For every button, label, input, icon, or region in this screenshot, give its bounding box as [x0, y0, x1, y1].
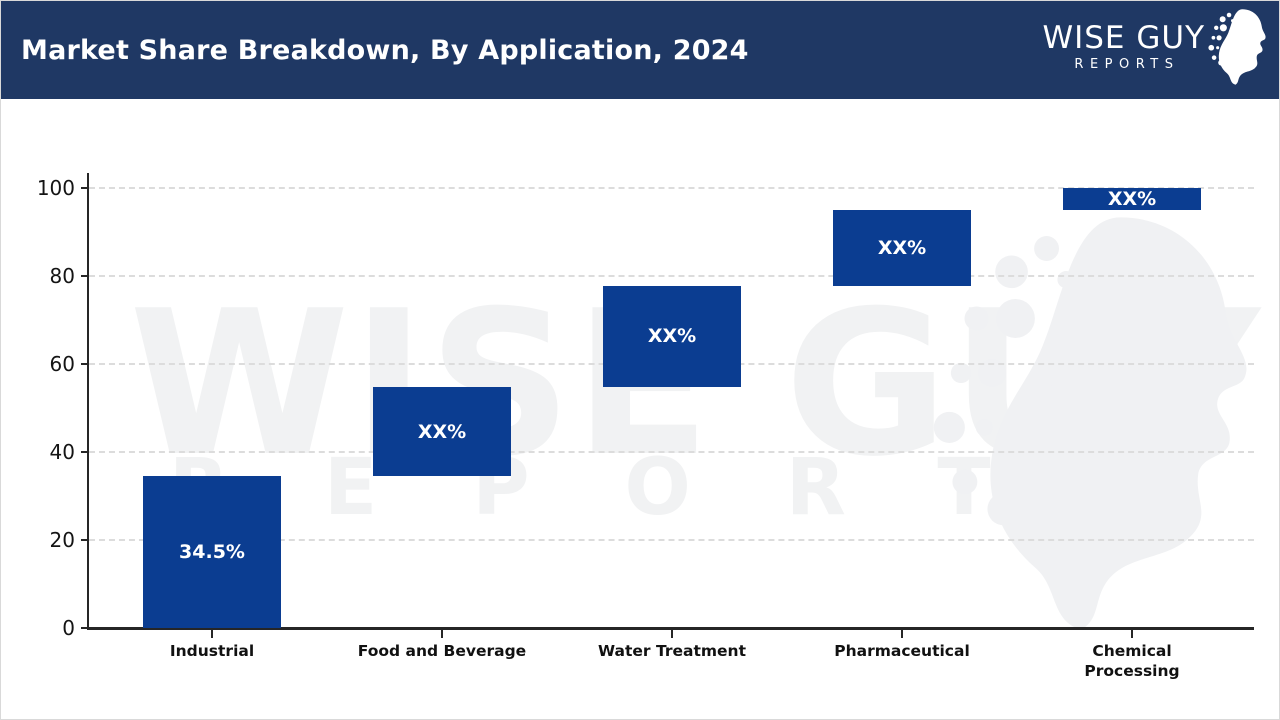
x-axis-label: Industrial: [169, 642, 255, 660]
y-tick-label: 40: [49, 440, 75, 464]
y-axis-line: [87, 173, 89, 630]
y-tick-label: 0: [62, 616, 75, 640]
x-axis-label: Water Treatment: [598, 642, 746, 660]
y-tick-label: 100: [36, 176, 75, 200]
y-tick-mark: [81, 539, 89, 541]
x-tick-mark: [1131, 629, 1133, 638]
brand-subname: REPORTS: [1074, 57, 1180, 72]
x-tick-mark: [901, 629, 903, 638]
y-tick-mark: [81, 451, 89, 453]
x-axis-label: Pharmaceutical: [834, 642, 970, 660]
x-axis-line: [87, 627, 1254, 630]
watermark-text-line2: REPORTS: [169, 443, 1237, 533]
bar: XX%: [603, 286, 741, 387]
y-tick-mark: [81, 275, 89, 277]
brand-logo: WISE GUY REPORTS: [1042, 5, 1271, 89]
chart-title: Market Share Breakdown, By Application, …: [21, 34, 749, 66]
y-tick-label: 80: [49, 264, 75, 288]
bar-value-label: 34.5%: [179, 541, 245, 564]
x-axis-label: Chemical Processing: [1084, 642, 1180, 681]
x-tick-mark: [441, 629, 443, 638]
gridline: [89, 187, 1254, 189]
brand-name: WISE GUY: [1042, 20, 1205, 56]
y-tick-label: 20: [49, 528, 75, 552]
bar-value-label: XX%: [647, 325, 697, 348]
bar: 34.5%: [143, 476, 281, 628]
y-tick-mark: [81, 187, 89, 189]
gridline: [89, 451, 1254, 453]
bar: XX%: [833, 209, 971, 287]
gridline: [89, 539, 1254, 541]
brand-logo-text: WISE GUY REPORTS: [1042, 20, 1205, 72]
x-tick-mark: [211, 629, 213, 638]
y-tick-mark: [81, 363, 89, 365]
y-tick-label: 60: [49, 352, 75, 376]
x-tick-mark: [671, 629, 673, 638]
bar: XX%: [1063, 188, 1201, 210]
header-bar: Market Share Breakdown, By Application, …: [1, 1, 1279, 99]
bar-value-label: XX%: [1107, 187, 1157, 210]
y-tick-mark: [81, 627, 89, 629]
gridline: [89, 275, 1254, 277]
bar-value-label: XX%: [877, 236, 927, 259]
x-axis-label: Food and Beverage: [357, 642, 527, 660]
bar: XX%: [373, 386, 511, 477]
bar-value-label: XX%: [417, 420, 467, 443]
